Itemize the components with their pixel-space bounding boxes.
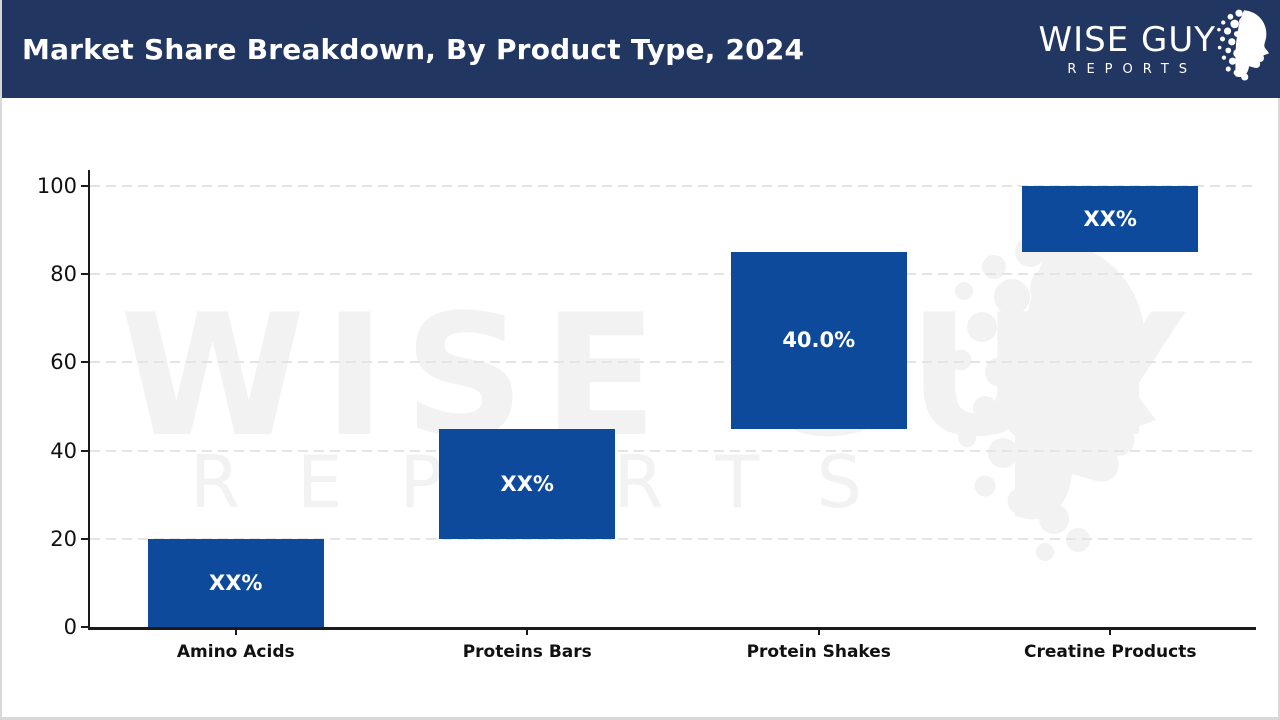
category-label-0: Amino Acids xyxy=(176,642,295,662)
y-tick-80 xyxy=(81,273,90,276)
y-tick-20 xyxy=(81,537,90,540)
category-label-2: Protein Shakes xyxy=(746,642,891,662)
gridline-20 xyxy=(90,537,1256,540)
category-label-3: Creatine Products xyxy=(1024,642,1197,662)
x-tick-3 xyxy=(1109,627,1112,635)
y-tick-100 xyxy=(81,185,90,187)
bar-amino-acids: XX% xyxy=(147,538,324,627)
y-tick-label-20: 20 xyxy=(50,526,77,551)
gridline-100 xyxy=(90,185,1256,187)
brand-logo: WISE GUY REPORTS xyxy=(1038,0,1276,98)
bar-value-label: XX% xyxy=(209,570,263,595)
bar-proteins-bars: XX% xyxy=(439,428,616,539)
brand-subname: REPORTS xyxy=(1067,61,1198,77)
x-tick-0 xyxy=(234,627,237,635)
y-tick-label-100: 100 xyxy=(36,174,77,198)
gridline-80 xyxy=(90,273,1256,276)
category-label-1: Proteins Bars xyxy=(462,642,592,662)
watermark-head-icon xyxy=(938,237,1156,561)
y-tick-label-40: 40 xyxy=(50,438,77,463)
bar-creatine-products: XX% xyxy=(1022,186,1199,253)
bar-value-label: XX% xyxy=(500,471,554,496)
bar-value-label: XX% xyxy=(1083,207,1137,232)
y-tick-label-80: 80 xyxy=(50,262,77,287)
y-tick-40 xyxy=(81,449,90,452)
y-tick-0 xyxy=(81,626,90,628)
chart-header: Market Share Breakdown, By Product Type,… xyxy=(2,0,1280,98)
x-tick-2 xyxy=(817,627,820,635)
brand-head-icon xyxy=(1217,9,1270,81)
gridline-60 xyxy=(90,361,1256,364)
y-tick-label-0: 0 xyxy=(63,615,77,639)
x-axis-line xyxy=(87,627,1256,630)
y-tick-60 xyxy=(81,361,90,364)
bar-protein-shakes: 40.0% xyxy=(730,252,907,429)
y-axis-line xyxy=(87,170,90,630)
bar-value-label: 40.0% xyxy=(782,328,856,353)
gridline-40 xyxy=(90,449,1256,452)
chart-title: Market Share Breakdown, By Product Type,… xyxy=(22,32,805,66)
x-tick-1 xyxy=(526,627,529,635)
y-tick-label-60: 60 xyxy=(50,350,77,375)
brand-name: WISE GUY xyxy=(1038,19,1216,60)
